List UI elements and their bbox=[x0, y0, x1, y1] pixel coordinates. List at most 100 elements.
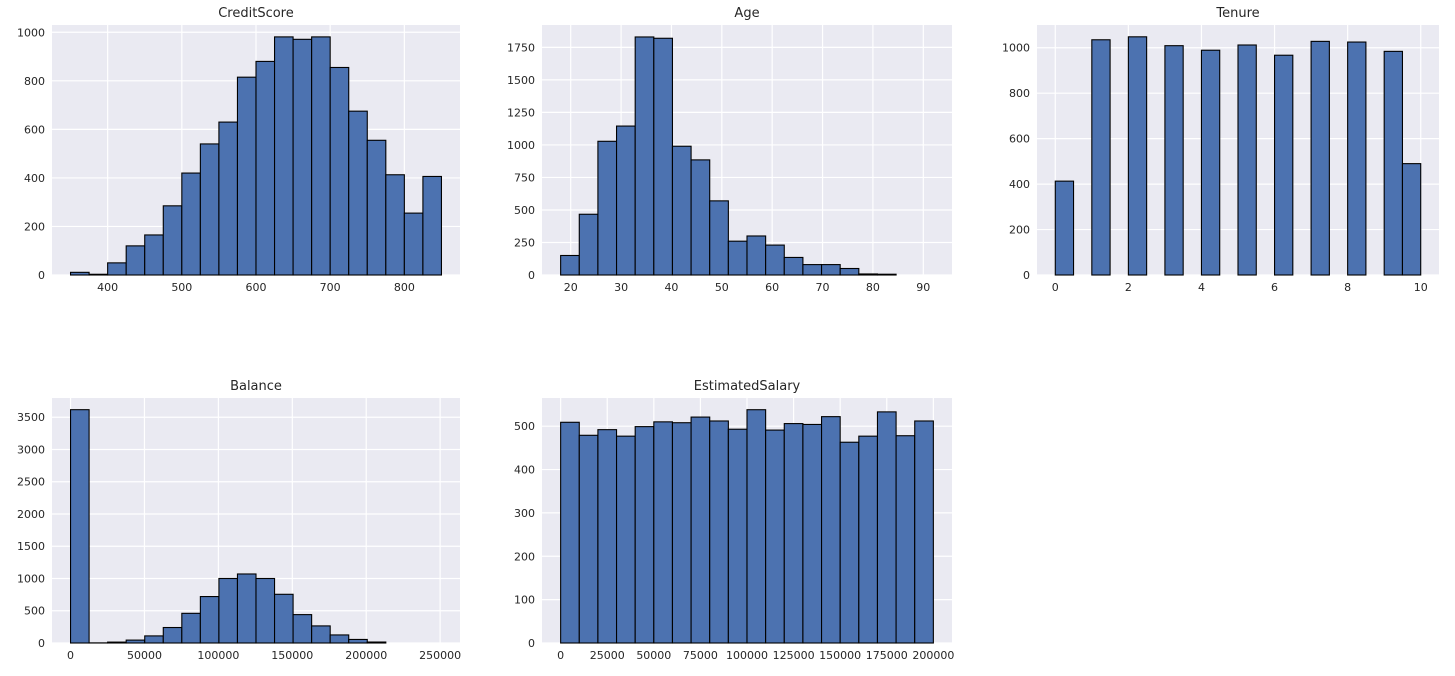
hist-bar bbox=[403, 212, 424, 276]
y-tick-label: 3500 bbox=[17, 411, 45, 424]
y-tick-label: 3000 bbox=[17, 443, 45, 456]
hist-bar bbox=[1127, 36, 1148, 276]
x-tick-label: 50000 bbox=[127, 649, 162, 662]
hist-bar bbox=[876, 273, 897, 276]
x-tick-label: 0 bbox=[67, 649, 74, 662]
hist-bar bbox=[634, 36, 655, 276]
bars bbox=[69, 36, 443, 276]
x-tick-label: 600 bbox=[246, 281, 267, 294]
hist-bar bbox=[653, 421, 674, 644]
hist-bar bbox=[69, 271, 90, 276]
hist-bar bbox=[839, 267, 860, 276]
hist-bar bbox=[802, 264, 823, 276]
bars bbox=[1054, 36, 1422, 276]
hist-bar bbox=[348, 110, 368, 276]
chart-title: Age bbox=[734, 6, 759, 21]
hist-bar bbox=[255, 577, 276, 644]
chart-title: EstimatedSalary bbox=[694, 379, 801, 394]
y-tick-label: 2500 bbox=[17, 476, 45, 489]
hist-bar bbox=[1401, 163, 1422, 276]
hist-bar bbox=[895, 435, 916, 644]
hist-bar bbox=[560, 421, 580, 644]
chart-balance: 0 50000 100000 150000 200000 250000 0 500 1000 15… bbox=[17, 379, 461, 662]
hist-bar bbox=[348, 638, 368, 644]
hist-bar bbox=[292, 38, 313, 276]
hist-bar bbox=[107, 641, 127, 644]
hist-bar bbox=[366, 641, 387, 644]
chart-age: 20 30 40 50 60 70 80 90 0 250 500 750 1000 1250 1500 17… bbox=[507, 6, 952, 294]
y-tick-label: 500 bbox=[24, 605, 45, 618]
y-tick-label: 400 bbox=[24, 172, 45, 185]
hist-bar bbox=[1273, 54, 1294, 276]
hist-bar bbox=[615, 435, 636, 644]
hist-bar bbox=[1200, 49, 1221, 276]
hist-bar bbox=[273, 593, 294, 644]
hist-bar bbox=[746, 409, 767, 644]
y-tick-label: 400 bbox=[1009, 178, 1030, 191]
y-tick-label: 1000 bbox=[1002, 42, 1030, 55]
hist-bar bbox=[144, 635, 164, 644]
hist-bar bbox=[88, 273, 109, 276]
y-tick-label: 0 bbox=[38, 637, 45, 650]
hist-bar bbox=[144, 234, 164, 276]
hist-bar bbox=[727, 240, 748, 276]
hist-bar bbox=[181, 172, 201, 276]
chart-estimated-salary: 0 25000 50000 75000 100000 125000 150000 175000… bbox=[514, 379, 954, 662]
y-tick-label: 200 bbox=[514, 550, 535, 563]
hist-bar bbox=[69, 409, 90, 644]
hist-bar bbox=[690, 416, 711, 644]
x-tick-label: 100000 bbox=[197, 649, 239, 662]
hist-bar bbox=[858, 273, 879, 276]
chart-credit-score: 400 500 600 700 800 0 200 400 600 800 1000 CreditSc… bbox=[17, 6, 460, 294]
hist-bar bbox=[181, 612, 201, 644]
y-tick-label: 0 bbox=[1023, 269, 1030, 282]
hist-bar bbox=[1054, 180, 1075, 276]
hist-bar bbox=[746, 235, 767, 276]
chart-title: Tenure bbox=[1215, 6, 1259, 21]
hist-bar bbox=[236, 76, 257, 276]
x-tick-label: 175000 bbox=[866, 649, 908, 662]
hist-bar bbox=[597, 140, 618, 276]
hist-bar bbox=[125, 639, 146, 644]
x-tick-label: 200000 bbox=[345, 649, 387, 662]
hist-bar bbox=[311, 36, 331, 276]
y-tick-label: 250 bbox=[514, 236, 535, 249]
y-tick-label: 100 bbox=[514, 594, 535, 607]
x-tick-label: 80 bbox=[866, 281, 880, 294]
x-tick-label: 0 bbox=[1052, 281, 1059, 294]
x-tick-label: 250000 bbox=[419, 649, 461, 662]
hist-bar bbox=[615, 125, 636, 276]
y-tick-label: 0 bbox=[528, 269, 535, 282]
x-tick-label: 150000 bbox=[819, 649, 861, 662]
hist-bar bbox=[329, 634, 350, 644]
hist-bar bbox=[422, 175, 443, 276]
x-tick-label: 25000 bbox=[590, 649, 625, 662]
hist-bar bbox=[597, 429, 618, 644]
x-tick-label: 4 bbox=[1198, 281, 1205, 294]
hist-bar bbox=[107, 262, 127, 276]
hist-bar bbox=[1310, 40, 1330, 276]
hist-bar bbox=[311, 625, 331, 644]
hist-bar bbox=[765, 244, 785, 276]
x-tick-label: 8 bbox=[1344, 281, 1351, 294]
y-tick-label: 600 bbox=[24, 123, 45, 136]
x-tick-label: 500 bbox=[171, 281, 192, 294]
x-tick-label: 50000 bbox=[636, 649, 671, 662]
chart-tenure: 0 2 4 6 8 10 0 200 400 600 800 1000 Tenure bbox=[1002, 6, 1439, 294]
hist-bar bbox=[1383, 50, 1404, 276]
hist-bar bbox=[199, 143, 220, 276]
hist-bar bbox=[914, 420, 934, 644]
hist-bar bbox=[820, 264, 841, 276]
hist-bar bbox=[1347, 41, 1367, 276]
y-tick-label: 1500 bbox=[507, 74, 535, 87]
y-tick-label: 1750 bbox=[507, 41, 535, 54]
hist-bar bbox=[385, 174, 405, 276]
hist-bar bbox=[218, 121, 239, 276]
hist-bar bbox=[634, 426, 655, 644]
y-tick-label: 300 bbox=[514, 507, 535, 520]
hist-bar bbox=[560, 254, 580, 276]
hist-bar bbox=[876, 411, 897, 644]
x-tick-label: 75000 bbox=[683, 649, 718, 662]
y-tick-label: 2000 bbox=[17, 508, 45, 521]
